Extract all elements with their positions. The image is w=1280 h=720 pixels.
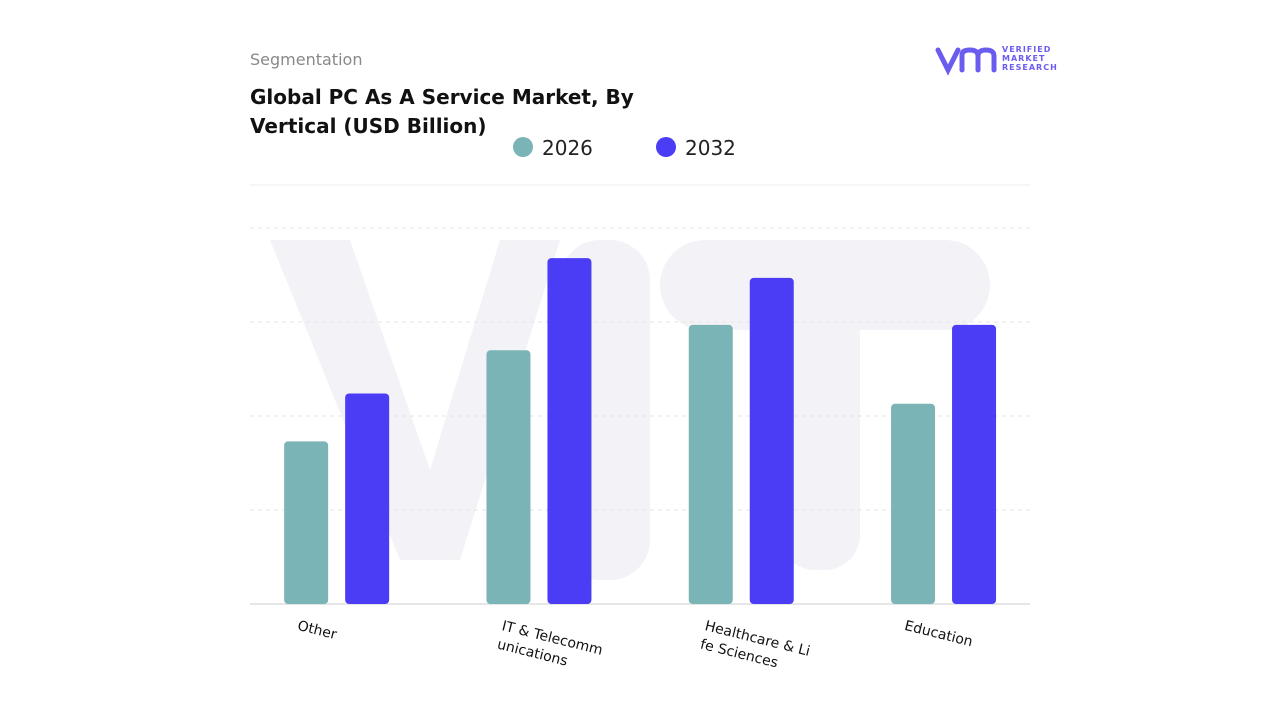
bar [891,403,936,604]
bar [486,350,531,604]
legend-label: 2032 [685,136,736,160]
bar [749,277,794,604]
chart-title: Global PC As A Service Market, By Vertic… [250,85,634,138]
bar [345,393,390,604]
legend-label: 2026 [542,136,593,160]
logo-mark [935,47,997,76]
bar [547,258,592,604]
legend-swatch [656,137,676,157]
bar [952,324,997,604]
legend-swatch [513,137,533,157]
bar [284,441,329,604]
logo-text: VERIFIED MARKET RESEARCH [1002,45,1058,72]
section-label: Segmentation [250,50,363,69]
bar [688,324,733,604]
